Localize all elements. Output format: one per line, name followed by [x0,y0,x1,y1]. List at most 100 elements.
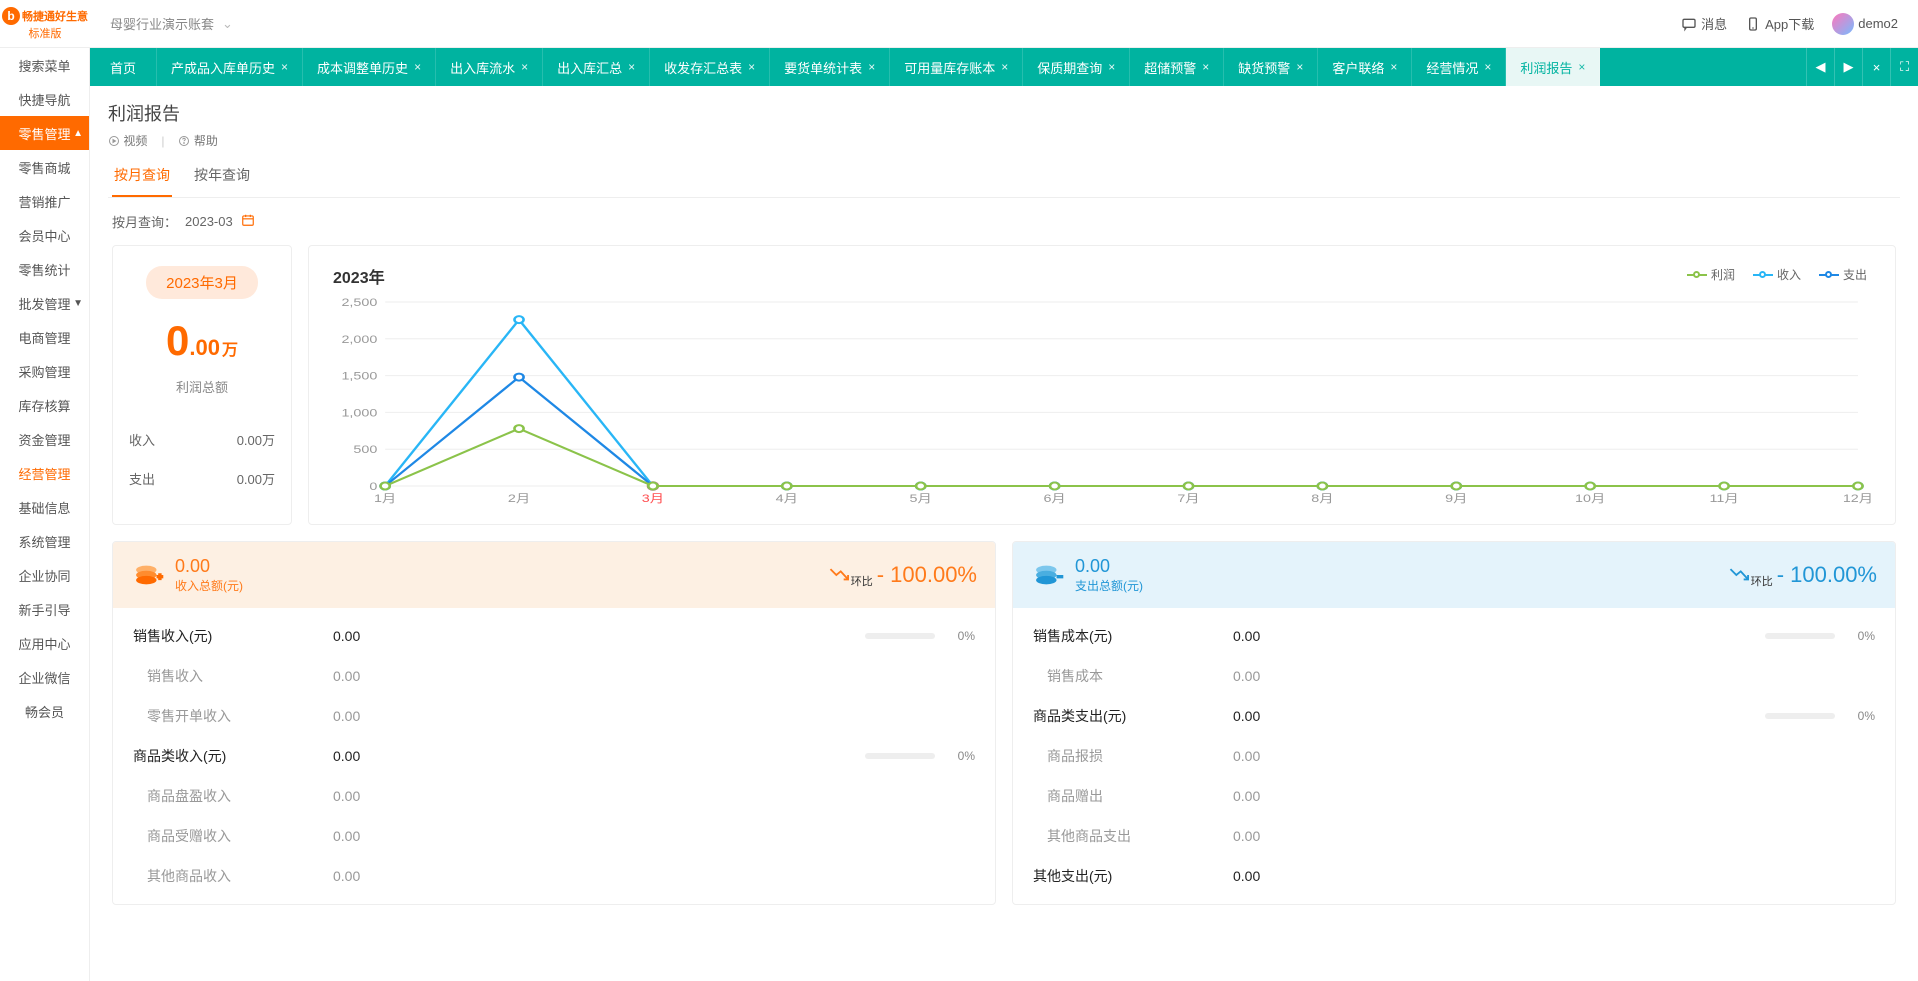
sidebar-item[interactable]: 电商管理 [0,320,89,354]
phone-icon [1745,16,1761,32]
account-select[interactable]: 母婴行业演示账套 ⌄ [110,14,233,33]
tabs-scroll-left[interactable]: ◀ [1806,48,1834,86]
sidebar-item[interactable]: 企业微信 [0,660,89,694]
sidebar-item[interactable]: 经营管理 [0,456,89,490]
row-label: 销售成本 [1033,666,1233,686]
close-icon[interactable]: × [1296,60,1303,74]
user-menu[interactable]: demo2 [1832,13,1898,35]
sidebar-item[interactable]: 采购管理 [0,354,89,388]
tab[interactable]: 缺货预警 × [1224,48,1318,86]
message-icon [1681,16,1697,32]
video-link[interactable]: 视频 [108,132,147,149]
tabs-scroll-right[interactable]: ▶ [1834,48,1862,86]
close-icon[interactable]: × [281,60,288,74]
svg-text:0: 0 [369,480,377,493]
tab-label: 缺货预警 [1238,58,1290,77]
row-label: 商品受赠收入 [133,826,333,846]
avatar-icon [1832,13,1854,35]
sidebar-item[interactable]: 搜索菜单 [0,48,89,82]
sidebar-item[interactable]: 资金管理 [0,422,89,456]
svg-text:6月: 6月 [1043,492,1065,505]
tab-label: 超储预警 [1144,58,1196,77]
tab[interactable]: 成本调整单历史 × [303,48,436,86]
tab-home[interactable]: 首页 [90,48,157,86]
tab[interactable]: 收发存汇总表 × [650,48,770,86]
tab-label: 可用量库存账本 [904,58,995,77]
filter-label: 按月查询： [112,212,177,231]
close-icon[interactable]: × [1390,60,1397,74]
tab[interactable]: 要货单统计表× [770,48,890,86]
close-icon[interactable]: × [1202,60,1209,74]
sidebar-item[interactable]: 畅会员 [0,694,89,728]
sidebar-item[interactable]: 零售商城 [0,150,89,184]
row-label: 商品报损 [1033,746,1233,766]
sidebar-item[interactable]: 基础信息 [0,490,89,524]
topbar-actions: 消息 App下载 demo2 [1681,13,1918,35]
detail-row: 其他商品支出0.00 [1013,816,1895,856]
tab-label: 经营情况 [1426,58,1478,77]
logo-icon: b [2,7,20,25]
svg-text:7月: 7月 [1177,492,1199,505]
help-link[interactable]: 帮助 [178,132,217,149]
query-tab-year[interactable]: 按年查询 [192,155,252,197]
detail-row: 销售收入0.00 [113,656,995,696]
user-name: demo2 [1858,16,1898,31]
close-icon[interactable]: × [868,60,875,74]
tabs-close-all[interactable]: × [1862,48,1890,86]
detail-row: 零售开单收入0.00 [113,696,995,736]
sidebar-item[interactable]: 企业协同 [0,558,89,592]
close-icon[interactable]: × [1484,60,1491,74]
tab[interactable]: 保质期查询× [1023,48,1130,86]
tab[interactable]: 客户联络× [1318,48,1412,86]
help-icon [178,135,190,147]
tab-label: 成本调整单历史 [317,58,408,77]
close-icon[interactable]: × [628,60,635,74]
sidebar-item[interactable]: 快捷导航 [0,82,89,116]
tab-profit-report[interactable]: 利润报告 × [1506,48,1600,86]
sidebar-item[interactable]: 系统管理 [0,524,89,558]
close-icon[interactable]: × [1578,60,1585,74]
tabs-fullscreen[interactable]: ⛶ [1890,48,1918,86]
sidebar-item[interactable]: 营销推广 [0,184,89,218]
svg-text:4月: 4月 [776,492,798,505]
tab-label: 收发存汇总表 [664,58,742,77]
tab[interactable]: 可用量库存账本 × [890,48,1023,86]
sidebar-item[interactable]: 库存核算 [0,388,89,422]
sidebar-item[interactable]: 会员中心 [0,218,89,252]
sidebar-item[interactable]: 新手引导 [0,592,89,626]
detail-row: 商品盘盈收入0.00 [113,776,995,816]
tab[interactable]: 出入库流水× [436,48,543,86]
row-label: 其他商品收入 [133,866,333,886]
close-icon[interactable]: × [414,60,421,74]
sidebar-item[interactable]: 应用中心 [0,626,89,660]
close-icon[interactable]: × [521,60,528,74]
sidebar-item[interactable]: 零售管理▲ [0,116,89,150]
sidebar-item[interactable]: 批发管理▼ [0,286,89,320]
tab[interactable]: 经营情况 × [1412,48,1506,86]
summary-income-label: 收入 [129,430,155,449]
chart-area: 05001,0001,5002,0002,5001月2月3月4月5月6月7月8月… [333,296,1871,506]
close-icon[interactable]: × [1001,60,1008,74]
tab[interactable]: 超储预警 × [1130,48,1224,86]
query-tab-month[interactable]: 按月查询 [112,155,172,197]
sidebar-item[interactable]: 零售统计 [0,252,89,286]
summary-income-value: 0.00万 [237,430,275,449]
row-value: 0.00 [333,868,493,884]
close-icon[interactable]: × [748,60,755,74]
filter-value[interactable]: 2023-03 [185,214,233,229]
tab[interactable]: 产成品入库单历史× [157,48,303,86]
messages-button[interactable]: 消息 [1681,14,1727,33]
tab[interactable]: 出入库汇总× [543,48,650,86]
close-icon[interactable]: × [1108,60,1115,74]
row-value: 0.00 [333,828,493,844]
income-change-label: 环比 [851,573,873,589]
app-download-button[interactable]: App下载 [1745,14,1814,33]
calendar-icon[interactable] [241,213,255,230]
svg-text:11月: 11月 [1709,492,1738,505]
income-total-value: 0.00 [175,556,243,577]
percent-value: 0% [1847,629,1875,643]
detail-row: 商品类收入(元)0.000% [113,736,995,776]
detail-row: 0.00 收入总额(元) 环比 - 100.00% 销售收入(元)0.000%销… [108,541,1900,905]
detail-row: 商品受赠收入0.00 [113,816,995,856]
main: 首页 产成品入库单历史×成本调整单历史×出入库流水×出入库汇总×收发存汇总表×要… [90,48,1918,981]
